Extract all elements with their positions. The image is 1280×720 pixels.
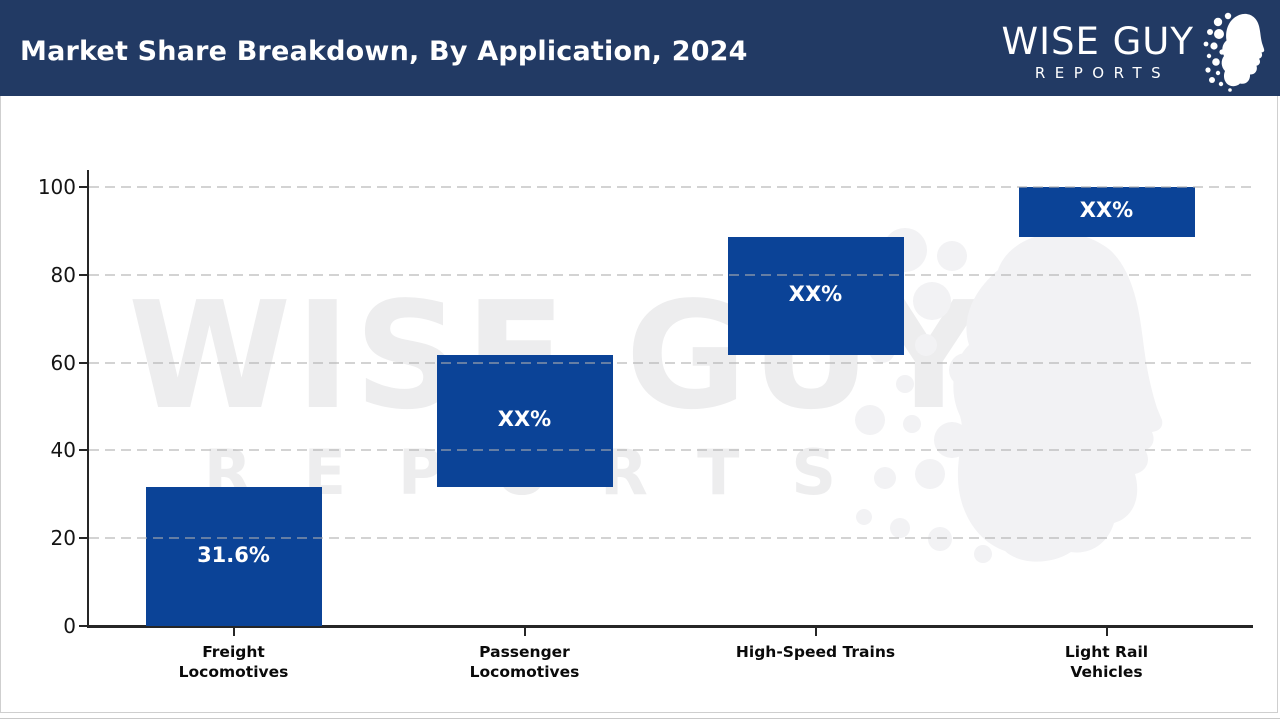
y-tick-label: 20 [50, 526, 76, 551]
y-tick-label: 100 [37, 175, 76, 199]
y-tick-mark [79, 537, 87, 540]
y-tick-mark [79, 361, 87, 364]
bottom-edge-divider [0, 718, 1280, 719]
gridline [89, 186, 1252, 188]
gridline [89, 449, 1252, 452]
y-axis-spine [87, 170, 89, 627]
logo-subtitle: REPORTS [1034, 64, 1171, 82]
header-bar: Market Share Breakdown, By Application, … [0, 0, 1280, 96]
waterfall-bar-light-rail-vehicles [1018, 187, 1195, 237]
y-tick-label: 0 [63, 614, 76, 638]
category-label-freight-locomotives: Freight Locomotives [178, 643, 289, 681]
bar-value-label: 31.6% [197, 542, 270, 567]
x-axis-line [87, 625, 1253, 628]
y-tick-mark [79, 273, 87, 276]
waterfall-bar-high-speed-trains [727, 236, 904, 355]
logo-wordmark: WISE GUY [1001, 20, 1194, 63]
y-tick-mark [79, 625, 87, 627]
category-label-passenger-locomotives: Passenger Locomotives [469, 643, 580, 681]
wiseguy-logo: WISE GUY REPORTS [1002, 8, 1266, 92]
y-tick-label: 60 [50, 350, 76, 375]
y-tick-label: 80 [50, 262, 76, 287]
logo-head-icon [1203, 12, 1265, 92]
bar-value-label: XX% [1079, 197, 1134, 222]
waterfall-bar-passenger-locomotives [436, 354, 613, 488]
x-tick-mark [232, 628, 235, 636]
bar-value-label: XX% [497, 406, 552, 431]
category-label-high-speed-trains: High-Speed Trains [735, 643, 896, 661]
page-title: Market Share Breakdown, By Application, … [20, 36, 748, 67]
gridline [89, 537, 1252, 540]
logo-text: WISE GUY REPORTS [1001, 20, 1194, 83]
x-tick-mark [814, 628, 817, 636]
x-tick-mark [523, 628, 526, 636]
category-label-light-rail-vehicles: Light Rail Vehicles [1064, 643, 1149, 681]
gridline [89, 361, 1252, 364]
x-tick-mark [1105, 628, 1108, 636]
y-tick-mark [79, 449, 87, 452]
gridline [89, 273, 1252, 276]
y-tick-mark [79, 186, 87, 188]
waterfall-bar-freight-locomotives [145, 487, 322, 626]
y-tick-label: 40 [50, 438, 76, 463]
bar-value-label: XX% [788, 281, 843, 306]
